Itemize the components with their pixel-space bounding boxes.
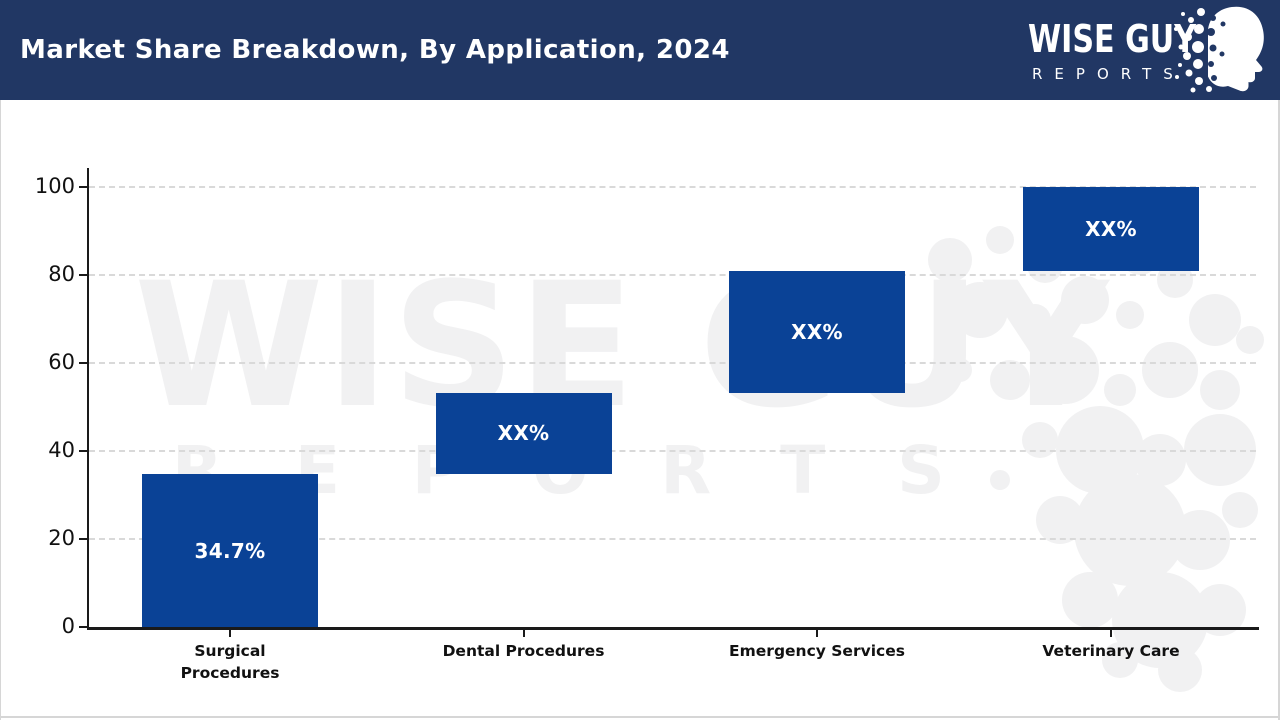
x-tick-label: Surgical Procedures bbox=[180, 642, 280, 682]
logo-head-icon bbox=[1174, 6, 1264, 93]
x-tick-mark bbox=[1110, 630, 1112, 637]
y-tick-mark bbox=[79, 185, 89, 188]
x-tick-mark bbox=[522, 630, 525, 637]
y-tick-mark bbox=[79, 537, 89, 540]
logo-subtitle: REPORTS bbox=[1032, 65, 1185, 83]
plot-area: WISE GUY REPORTS 02040608010034.7%Surgic… bbox=[0, 100, 1280, 720]
x-tick-label: Veterinary Care bbox=[1042, 642, 1180, 660]
y-tick-mark bbox=[79, 273, 89, 276]
y-tick-label: 20 bbox=[48, 525, 75, 550]
y-tick-label: 40 bbox=[48, 437, 75, 462]
bottom-border bbox=[0, 716, 1280, 718]
gridline bbox=[89, 185, 1256, 188]
bar: XX% bbox=[1023, 186, 1199, 272]
gridline bbox=[89, 449, 1256, 452]
brand-logo: WISE GUY REPORTS bbox=[1026, 2, 1266, 98]
y-tick-mark bbox=[79, 626, 89, 628]
gridline bbox=[89, 361, 1256, 364]
x-tick-label: Emergency Services bbox=[729, 642, 905, 660]
x-tick-label: Dental Procedures bbox=[442, 642, 605, 660]
bar-value-label: XX% bbox=[791, 319, 843, 344]
right-border bbox=[1278, 100, 1280, 720]
y-tick-mark bbox=[79, 361, 89, 364]
x-tick-mark bbox=[816, 630, 818, 637]
x-tick-mark bbox=[229, 630, 231, 637]
y-tick-label: 0 bbox=[61, 614, 75, 638]
left-border bbox=[0, 100, 1, 720]
bar-value-label: XX% bbox=[497, 421, 550, 446]
y-axis-line bbox=[87, 168, 89, 630]
y-tick-label: 100 bbox=[34, 173, 75, 198]
y-tick-mark bbox=[79, 449, 89, 452]
y-tick-label: 80 bbox=[48, 261, 75, 286]
watermark-text: WISE GUY bbox=[134, 245, 1111, 446]
header: Market Share Breakdown, By Application, … bbox=[0, 0, 1280, 100]
page-title: Market Share Breakdown, By Application, … bbox=[20, 35, 730, 65]
x-axis-line bbox=[87, 627, 1259, 630]
gridline bbox=[89, 537, 1256, 540]
bar: XX% bbox=[435, 392, 612, 475]
y-tick-label: 60 bbox=[48, 349, 75, 374]
bar-value-label: XX% bbox=[1085, 216, 1137, 241]
bar-value-label: 34.7% bbox=[194, 538, 266, 563]
gridline bbox=[89, 273, 1256, 276]
logo-wordmark: WISE GUY bbox=[1028, 17, 1196, 61]
bar: 34.7% bbox=[142, 474, 318, 627]
bar: XX% bbox=[729, 271, 905, 393]
wise-guy-logo-icon: WISE GUY REPORTS bbox=[1028, 6, 1264, 93]
